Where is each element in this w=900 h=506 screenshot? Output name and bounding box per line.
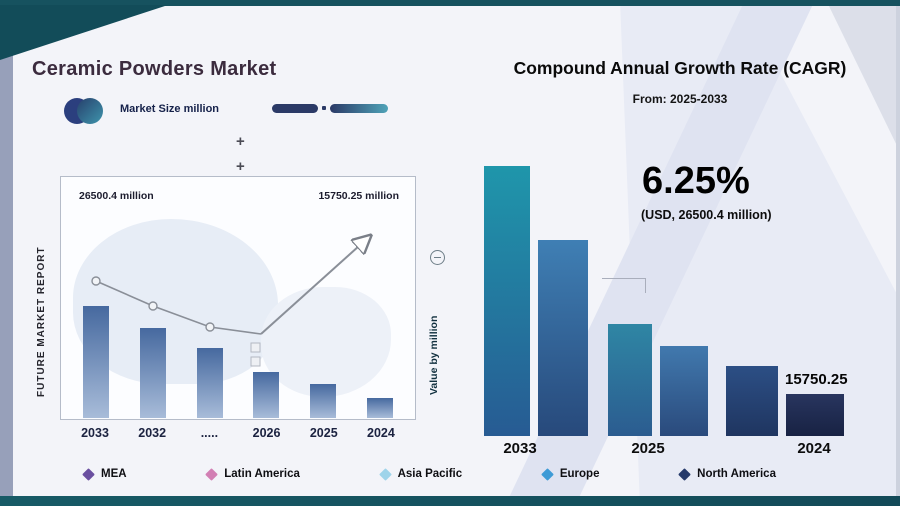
bracket-decoration [602, 278, 646, 293]
cagr-bar [484, 166, 530, 436]
region-legend: MEA Latin America Asia Pacific Europe North … [82, 463, 776, 485]
legend-pill-dot [322, 106, 326, 110]
cagr-bar [660, 346, 708, 436]
cagr-bar [608, 324, 652, 436]
cagr-bar [786, 394, 844, 436]
market-size-chart-panel: 26500.4 million 15750.25 million [60, 176, 416, 420]
frame-bottom-bar [0, 496, 900, 506]
legend-label: MEA [101, 468, 127, 480]
legend-diamond-icon [205, 467, 219, 481]
annotation-2024-value: 15750.25 million [318, 190, 399, 202]
frame-top-bar [0, 0, 900, 6]
cagr-bar [726, 366, 778, 436]
frame-right-bar [896, 0, 900, 506]
legend-diamond-icon [82, 467, 95, 481]
market-size-bar [253, 372, 280, 418]
x-label-2024: 2024 [367, 426, 395, 440]
legend-item-mea: MEA [82, 467, 127, 481]
right-x-label-2033: 2033 [503, 440, 537, 457]
legend-item-latin-america: Latin America [205, 467, 300, 481]
vertical-watermark: FUTURE MARKET REPORT [36, 246, 47, 398]
cagr-title: Compound Annual Growth Rate (CAGR) [513, 58, 847, 78]
value-axis-label: Value by million [428, 315, 440, 395]
market-size-bar [83, 306, 109, 418]
legend-diamond-icon [378, 467, 392, 481]
legend-label: North America [697, 468, 776, 480]
left-x-axis-labels: 2033 2032 ..... 2026 2025 2024 [60, 426, 416, 440]
legend-label: Asia Pacific [397, 468, 463, 480]
legend-item-asia-pacific: Asia Pacific [378, 467, 463, 481]
bar-group-2033 [484, 166, 588, 436]
x-label-2025: 2025 [309, 426, 338, 440]
market-size-icon [64, 96, 110, 126]
left-chart-title: Ceramic Powders Market [32, 58, 277, 80]
annotation-2033-value: 26500.4 million [79, 190, 154, 202]
plus-decoration-icon: + [236, 133, 245, 150]
market-size-bar [366, 398, 393, 418]
icon-circle-gradient [77, 98, 103, 124]
cagr-usd-note: (USD, 26500.4 million) [641, 208, 772, 222]
cagr-bars-area [470, 150, 890, 436]
legend-pill-gradient [330, 104, 388, 113]
x-label-ellipsis: ..... [200, 426, 219, 440]
right-x-label-2025: 2025 [631, 440, 665, 457]
market-size-bar [139, 328, 166, 418]
legend-item-north-america: North America [678, 467, 776, 481]
market-size-legend-label: Market Size million [120, 103, 220, 115]
x-label-2026: 2026 [252, 426, 281, 440]
corner-band-top-right [826, 0, 900, 152]
cagr-subtitle: From: 2025-2033 [632, 92, 728, 106]
market-size-bar [196, 348, 223, 418]
market-size-bars [61, 218, 415, 418]
cagr-percentage: 6.25% [642, 160, 750, 202]
legend-diamond-icon [540, 467, 554, 481]
legend-label: Latin America [224, 468, 300, 480]
bar-group-2025 [608, 324, 708, 436]
frame-left-bar [0, 5, 13, 506]
legend-diamond-icon [678, 467, 692, 481]
minus-circle-icon [430, 250, 445, 265]
market-size-bar [310, 384, 337, 418]
right-x-label-2024: 2024 [797, 440, 831, 457]
value-label-2024: 15750.25 [785, 371, 848, 388]
x-label-2032: 2032 [138, 426, 167, 440]
legend-pill-navy [272, 104, 318, 113]
bar-group-2024 [726, 366, 844, 436]
x-label-2033: 2033 [81, 426, 109, 440]
cagr-bar [538, 240, 588, 436]
plus-decoration-icon: + [236, 158, 245, 175]
legend-label: Europe [559, 468, 600, 480]
legend-item-europe: Europe [540, 467, 600, 481]
